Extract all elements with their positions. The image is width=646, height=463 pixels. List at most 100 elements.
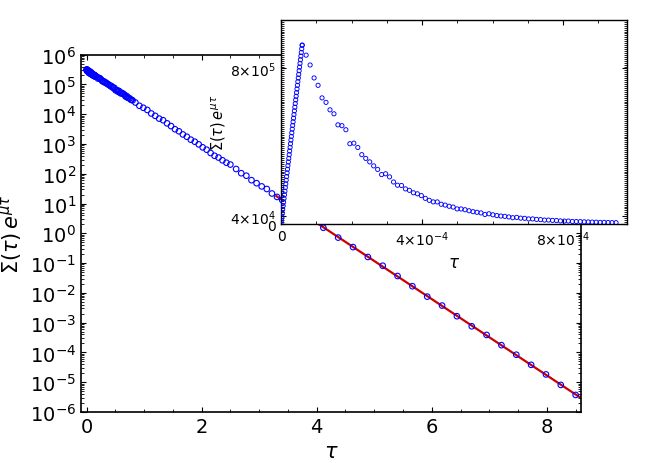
Point (81, 67, 92, 74)
Point (452, 313, 462, 320)
Point (189, 139, 200, 146)
Point (82, 68, 92, 75)
Point (89, 73, 99, 81)
Point (85, 69, 95, 77)
Point (194, 141, 204, 149)
Point (304, 214, 314, 221)
Point (492, 213, 502, 220)
Point (284, 148, 295, 156)
Point (117, 90, 127, 97)
Point (251, 180, 262, 188)
Point (472, 209, 482, 217)
Point (107, 84, 118, 92)
Point (127, 97, 137, 104)
Point (90, 73, 100, 81)
Point (571, 219, 581, 226)
Point (416, 193, 426, 200)
Point (236, 170, 246, 177)
Point (579, 219, 589, 226)
Point (90, 73, 100, 81)
Point (83, 69, 94, 76)
Point (277, 197, 287, 204)
Point (424, 197, 435, 205)
Point (539, 217, 550, 224)
Point (541, 371, 551, 378)
Point (392, 273, 402, 280)
Point (130, 100, 141, 107)
Point (392, 182, 402, 189)
Point (81, 67, 92, 75)
Point (123, 95, 134, 102)
Point (287, 123, 298, 130)
Point (91, 73, 101, 81)
Point (556, 218, 566, 225)
Point (83, 70, 94, 77)
Point (504, 214, 514, 221)
Point (448, 204, 458, 211)
Point (480, 211, 490, 219)
Point (83, 68, 93, 75)
Point (603, 219, 613, 227)
Point (105, 83, 116, 91)
Point (278, 206, 288, 214)
Point (82, 67, 92, 75)
Point (246, 177, 256, 184)
Point (93, 75, 103, 83)
Point (86, 71, 96, 79)
Point (90, 73, 100, 81)
Point (95, 75, 105, 83)
Point (295, 64, 305, 72)
Point (305, 62, 315, 69)
Point (495, 213, 506, 220)
Point (231, 166, 242, 173)
Point (109, 85, 120, 92)
Point (420, 195, 430, 203)
Point (87, 72, 98, 79)
Point (105, 82, 115, 90)
Y-axis label: $\Sigma(\tau)\,e^{\mu\tau}$: $\Sigma(\tau)\,e^{\mu\tau}$ (209, 94, 227, 151)
Point (611, 219, 621, 227)
Point (125, 95, 135, 103)
Point (508, 214, 518, 222)
Point (83, 69, 94, 76)
Point (437, 302, 447, 310)
Point (397, 182, 407, 190)
Point (85, 69, 95, 77)
Point (217, 157, 227, 165)
Point (85, 71, 96, 78)
Point (516, 215, 526, 222)
Point (357, 151, 367, 159)
Point (279, 192, 289, 199)
Point (85, 69, 95, 76)
Point (150, 113, 160, 120)
Point (89, 72, 99, 79)
Point (146, 111, 156, 118)
Point (377, 263, 388, 270)
Point (277, 210, 287, 217)
Point (287, 126, 297, 133)
Point (422, 293, 432, 300)
Point (280, 188, 290, 195)
Point (481, 332, 492, 339)
Point (279, 195, 289, 203)
Point (567, 218, 578, 225)
Point (333, 234, 344, 242)
Point (103, 82, 114, 89)
Point (101, 81, 112, 88)
Point (87, 71, 98, 78)
Point (85, 70, 96, 77)
Point (85, 69, 96, 77)
Point (388, 179, 399, 186)
Point (115, 90, 125, 97)
Point (280, 181, 291, 188)
Point (570, 391, 581, 399)
Point (83, 68, 94, 75)
Point (296, 50, 306, 57)
Point (309, 75, 319, 82)
Point (285, 144, 295, 152)
Point (294, 68, 304, 75)
Point (83, 68, 93, 75)
Point (112, 87, 122, 94)
Point (166, 123, 176, 131)
Point (532, 216, 542, 224)
